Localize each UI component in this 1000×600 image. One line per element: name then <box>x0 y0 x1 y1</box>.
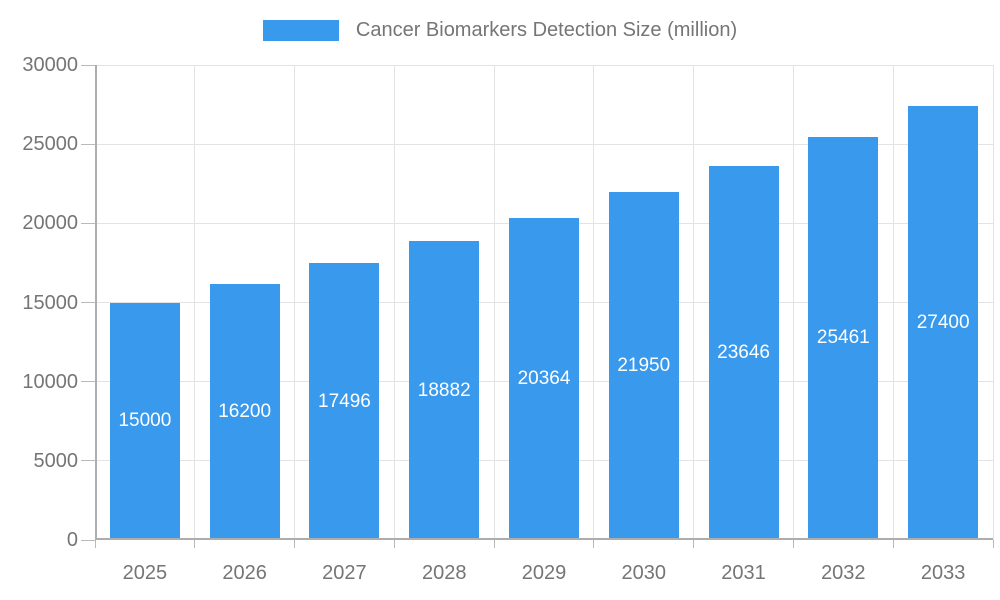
bar: 27400 <box>908 106 979 540</box>
y-gridline <box>95 143 993 145</box>
legend-swatch-icon <box>262 19 339 41</box>
plot-area: 15000 16200 17496 18882 20364 21950 23646 25461… <box>95 64 994 540</box>
y-axis-tick-label: 25000 <box>22 133 78 156</box>
bar: 15000 <box>109 302 180 540</box>
x-gridline <box>792 65 794 540</box>
x-axis-tick-label: 2033 <box>920 562 966 584</box>
y-tick <box>81 222 95 224</box>
bar-value-label: 16200 <box>218 400 272 422</box>
bar: 25461 <box>808 136 879 540</box>
x-gridline <box>194 65 196 540</box>
legend[interactable]: Cancer Biomarkers Detection Size (millio… <box>0 17 1000 43</box>
x-tick <box>493 540 495 548</box>
x-tick <box>693 540 695 548</box>
x-gridline <box>294 65 296 540</box>
bar: 20364 <box>509 217 579 540</box>
bar-value-label: 18882 <box>417 379 471 401</box>
y-tick <box>81 64 95 66</box>
x-axis-tick-label: 2028 <box>421 562 467 584</box>
bar: 18882 <box>409 241 480 540</box>
x-tick <box>593 540 595 548</box>
x-axis-tick-label: 2029 <box>521 562 567 584</box>
bar-value-label: 21950 <box>617 355 671 377</box>
axis-layer <box>95 65 993 540</box>
bar-value-label: 25461 <box>816 327 870 349</box>
bar: 23646 <box>708 165 779 540</box>
y-tick <box>81 381 95 383</box>
x-axis-tick-label: 2027 <box>322 562 367 584</box>
bar: 21950 <box>608 192 679 540</box>
y-tick <box>81 143 95 145</box>
legend-label: Cancer Biomarkers Detection Size (millio… <box>355 18 738 41</box>
bar-value-label: 23646 <box>717 341 770 363</box>
y-gridline <box>95 64 993 66</box>
x-gridline <box>593 65 595 540</box>
y-axis-tick-label: 10000 <box>22 370 78 393</box>
bar: 16200 <box>209 283 280 540</box>
x-tick <box>294 540 296 548</box>
x-tick <box>992 540 994 548</box>
x-gridline <box>393 65 395 540</box>
x-tick <box>94 540 96 548</box>
y-axis-tick-label: 5000 <box>33 449 79 472</box>
bar-value-label: 17496 <box>318 390 371 412</box>
bars-layer: 15000 16200 17496 18882 20364 21950 23646 25461… <box>95 65 993 540</box>
x-axis-tick-label: 2025 <box>122 562 168 584</box>
x-axis-tick-label: 2026 <box>222 562 267 584</box>
x-axis-tick-label: 2031 <box>721 562 766 584</box>
x-tick <box>792 540 794 548</box>
bar-value-label: 15000 <box>118 410 172 432</box>
y-tick <box>81 302 95 303</box>
x-gridline <box>693 65 695 540</box>
x-gridline <box>892 65 894 540</box>
y-axis-line <box>95 65 97 540</box>
x-axis-tick-label: 2032 <box>821 562 866 584</box>
x-tick <box>194 540 196 548</box>
x-axis-tick-label: 2030 <box>621 562 667 584</box>
y-tick <box>81 539 95 541</box>
y-axis-tick-label: 15000 <box>22 291 78 314</box>
y-tick <box>81 460 95 462</box>
bar: 17496 <box>309 262 380 540</box>
y-axis-tick-label: 0 <box>66 529 78 551</box>
y-axis-tick-label: 20000 <box>22 212 78 235</box>
x-gridline <box>493 65 495 540</box>
x-tick <box>393 540 395 548</box>
x-gridline <box>992 65 994 540</box>
bar-value-label: 20364 <box>517 367 571 389</box>
bar-value-label: 27400 <box>916 312 970 334</box>
x-tick <box>892 540 894 548</box>
y-axis-tick-label: 30000 <box>22 54 78 76</box>
x-axis-line <box>95 538 993 540</box>
